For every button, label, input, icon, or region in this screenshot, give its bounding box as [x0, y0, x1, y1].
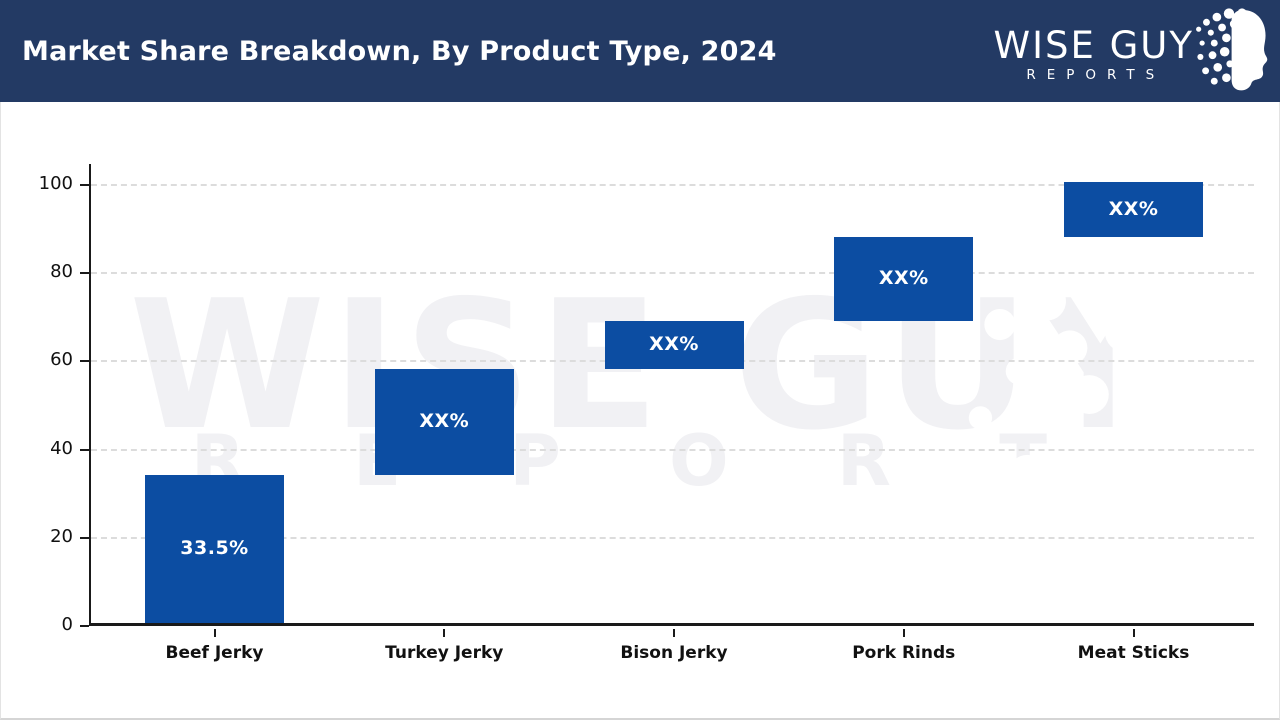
logo-face-icon: [1196, 8, 1268, 91]
y-tick: [80, 184, 89, 186]
wiseguy-logo: WISE GUY REPORTS: [994, 6, 1268, 94]
bar-meat-sticks: XX%: [1064, 182, 1203, 238]
bar-value-label: XX%: [878, 267, 929, 290]
y-tick-label: 0: [61, 614, 73, 635]
x-tick: [213, 629, 216, 637]
x-tick-label: Bison Jerky: [620, 643, 728, 663]
bar-value-label: XX%: [1108, 197, 1159, 220]
y-tick-label: 60: [50, 349, 73, 371]
y-tick-label: 40: [50, 437, 73, 459]
y-tick: [80, 536, 89, 539]
y-tick-label: 100: [38, 173, 73, 194]
logo-text: WISE GUY REPORTS: [993, 24, 1194, 83]
x-tick: [673, 629, 675, 637]
header: Market Share Breakdown, By Product Type,…: [0, 0, 1280, 102]
x-tick-label: Meat Sticks: [1077, 643, 1190, 663]
chart-area: WISE GUY R E P O R T S 0 20 40 60 80 100 33.5%…: [0, 102, 1280, 720]
x-tick: [902, 629, 905, 637]
x-tick-label: Turkey Jerky: [385, 643, 504, 663]
bar-bison-jerky: XX%: [604, 320, 744, 370]
y-tick-label: 20: [50, 525, 73, 547]
gridline: [91, 272, 1254, 275]
bar-value-label: 33.5%: [180, 537, 249, 560]
gridline: [91, 184, 1254, 186]
y-tick-label: 80: [50, 261, 73, 283]
y-tick: [80, 360, 89, 363]
bar-turkey-jerky: XX%: [374, 369, 514, 476]
x-tick-label: Pork Rinds: [852, 643, 956, 663]
y-tick: [80, 272, 89, 275]
y-tick: [80, 448, 89, 451]
x-tick: [1132, 629, 1135, 637]
page-title: Market Share Breakdown, By Product Type,…: [22, 35, 777, 67]
y-tick: [80, 625, 89, 627]
bar-beef-jerky: 33.5%: [145, 475, 284, 623]
logo-subtitle: REPORTS: [1026, 66, 1166, 83]
gridline: [91, 448, 1254, 451]
bar-value-label: XX%: [419, 410, 470, 433]
bar-pork-rinds: XX%: [834, 237, 974, 321]
logo-wordmark: WISE GUY: [993, 24, 1194, 68]
bar-value-label: XX%: [649, 333, 699, 356]
gridline: [91, 536, 1254, 539]
x-tick-label: Beef Jerky: [165, 643, 264, 663]
plot-area: 0 20 40 60 80 100 33.5% Beef Jerky XX% Turkey Jer…: [39, 164, 1254, 663]
x-tick: [443, 629, 446, 637]
